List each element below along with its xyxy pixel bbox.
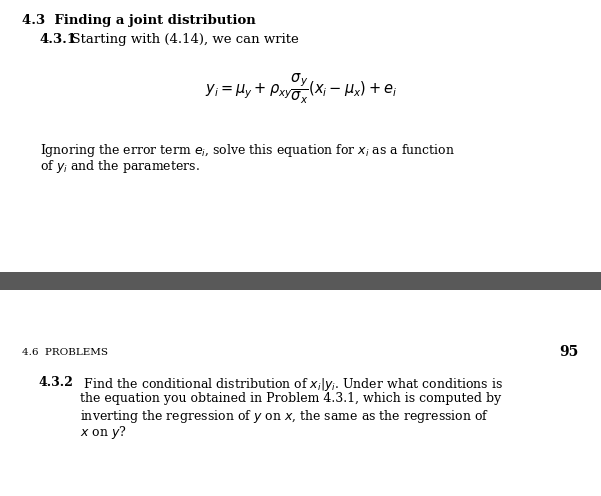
Text: $x$ on $y$?: $x$ on $y$? (80, 424, 127, 441)
Text: Find the conditional distribution of $x_i|y_i$. Under what conditions is: Find the conditional distribution of $x_… (80, 376, 503, 393)
Text: Ignoring the error term $e_i$, solve this equation for $x_i$ as a function: Ignoring the error term $e_i$, solve thi… (40, 142, 455, 159)
Text: 95: 95 (559, 345, 578, 359)
Text: inverting the regression of $y$ on $x$, the same as the regression of: inverting the regression of $y$ on $x$, … (80, 408, 489, 425)
Text: the equation you obtained in Problem 4.3.1, which is computed by: the equation you obtained in Problem 4.3… (80, 392, 501, 405)
Text: 4.6  PROBLEMS: 4.6 PROBLEMS (22, 348, 108, 357)
Text: 4.3.2: 4.3.2 (38, 376, 73, 389)
Text: Starting with (4.14), we can write: Starting with (4.14), we can write (63, 33, 299, 46)
Text: 4.3  Finding a joint distribution: 4.3 Finding a joint distribution (22, 14, 256, 27)
Bar (0, 272, 601, 290)
Text: of $y_i$ and the parameters.: of $y_i$ and the parameters. (40, 158, 200, 175)
Text: $y_i = \mu_y + \rho_{xy}\dfrac{\sigma_y}{\sigma_x}(x_i - \mu_x) + e_i$: $y_i = \mu_y + \rho_{xy}\dfrac{\sigma_y}… (205, 72, 397, 106)
Text: 4.3.1: 4.3.1 (40, 33, 77, 46)
